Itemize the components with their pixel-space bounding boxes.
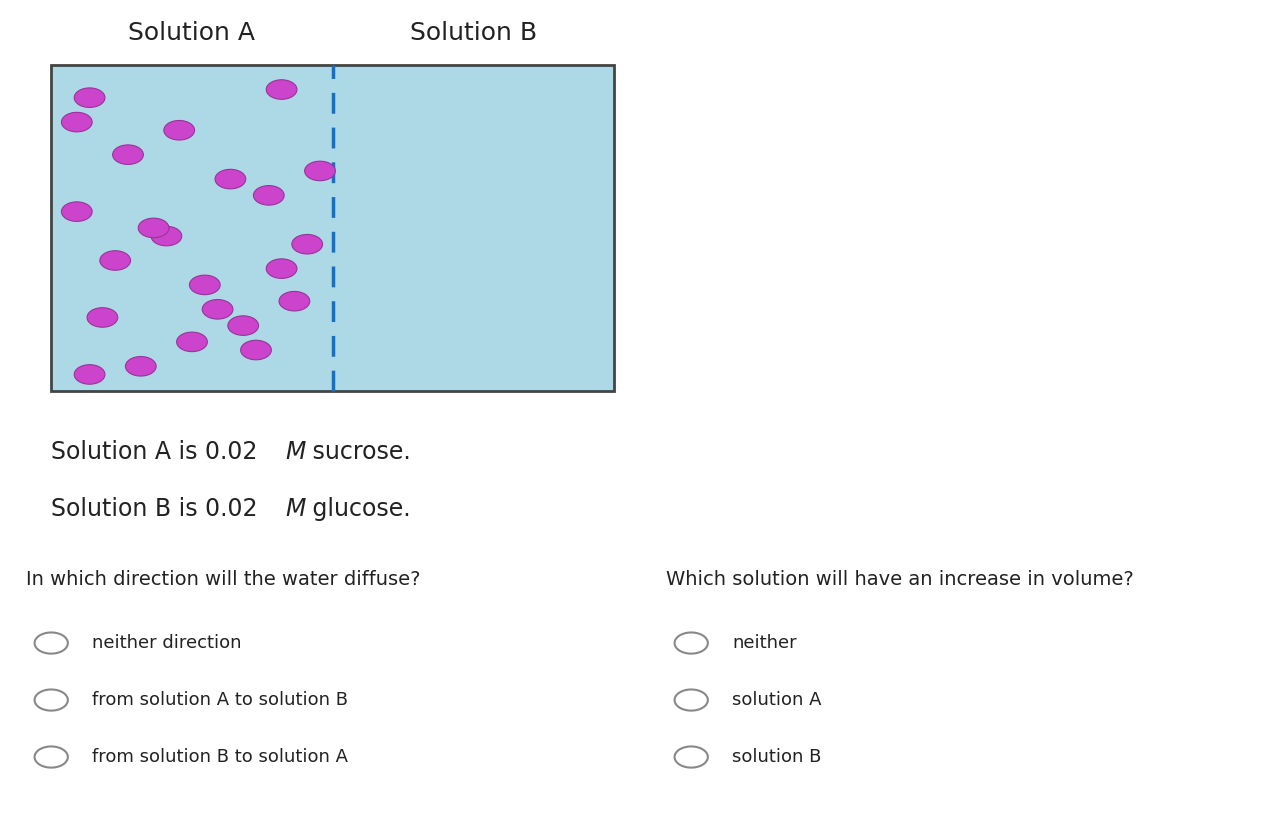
Circle shape bbox=[138, 218, 169, 238]
Text: In which direction will the water diffuse?: In which direction will the water diffus… bbox=[26, 570, 420, 589]
Circle shape bbox=[125, 357, 156, 376]
Text: M: M bbox=[285, 440, 306, 463]
Text: Solution B is 0.02: Solution B is 0.02 bbox=[51, 497, 265, 520]
Circle shape bbox=[35, 689, 68, 711]
Circle shape bbox=[61, 202, 92, 221]
Circle shape bbox=[215, 169, 246, 189]
Circle shape bbox=[228, 316, 259, 335]
Circle shape bbox=[253, 186, 284, 205]
Circle shape bbox=[87, 308, 118, 327]
Text: Solution A is 0.02: Solution A is 0.02 bbox=[51, 440, 265, 463]
Circle shape bbox=[74, 88, 105, 107]
Circle shape bbox=[266, 80, 297, 99]
Text: solution B: solution B bbox=[732, 748, 822, 766]
Circle shape bbox=[675, 632, 708, 654]
Circle shape bbox=[292, 234, 323, 254]
Circle shape bbox=[675, 689, 708, 711]
Text: neither: neither bbox=[732, 634, 796, 652]
Circle shape bbox=[74, 365, 105, 384]
Circle shape bbox=[61, 112, 92, 132]
Circle shape bbox=[177, 332, 207, 352]
Circle shape bbox=[305, 161, 335, 181]
Circle shape bbox=[35, 746, 68, 768]
Circle shape bbox=[189, 275, 220, 295]
Text: glucose.: glucose. bbox=[305, 497, 411, 520]
Circle shape bbox=[675, 746, 708, 768]
Text: neither direction: neither direction bbox=[92, 634, 242, 652]
Circle shape bbox=[279, 291, 310, 311]
Text: Solution B: Solution B bbox=[410, 21, 538, 45]
Text: Which solution will have an increase in volume?: Which solution will have an increase in … bbox=[666, 570, 1133, 589]
Text: from solution A to solution B: from solution A to solution B bbox=[92, 691, 348, 709]
Circle shape bbox=[266, 259, 297, 278]
Circle shape bbox=[164, 120, 195, 140]
Text: sucrose.: sucrose. bbox=[305, 440, 411, 463]
FancyBboxPatch shape bbox=[51, 65, 614, 391]
Circle shape bbox=[241, 340, 271, 360]
Circle shape bbox=[113, 145, 143, 164]
Text: solution A: solution A bbox=[732, 691, 822, 709]
Circle shape bbox=[100, 251, 131, 270]
Circle shape bbox=[202, 300, 233, 319]
Text: from solution B to solution A: from solution B to solution A bbox=[92, 748, 348, 766]
Text: Solution A: Solution A bbox=[128, 21, 256, 45]
Circle shape bbox=[151, 226, 182, 246]
Circle shape bbox=[35, 632, 68, 654]
Text: M: M bbox=[285, 497, 306, 520]
